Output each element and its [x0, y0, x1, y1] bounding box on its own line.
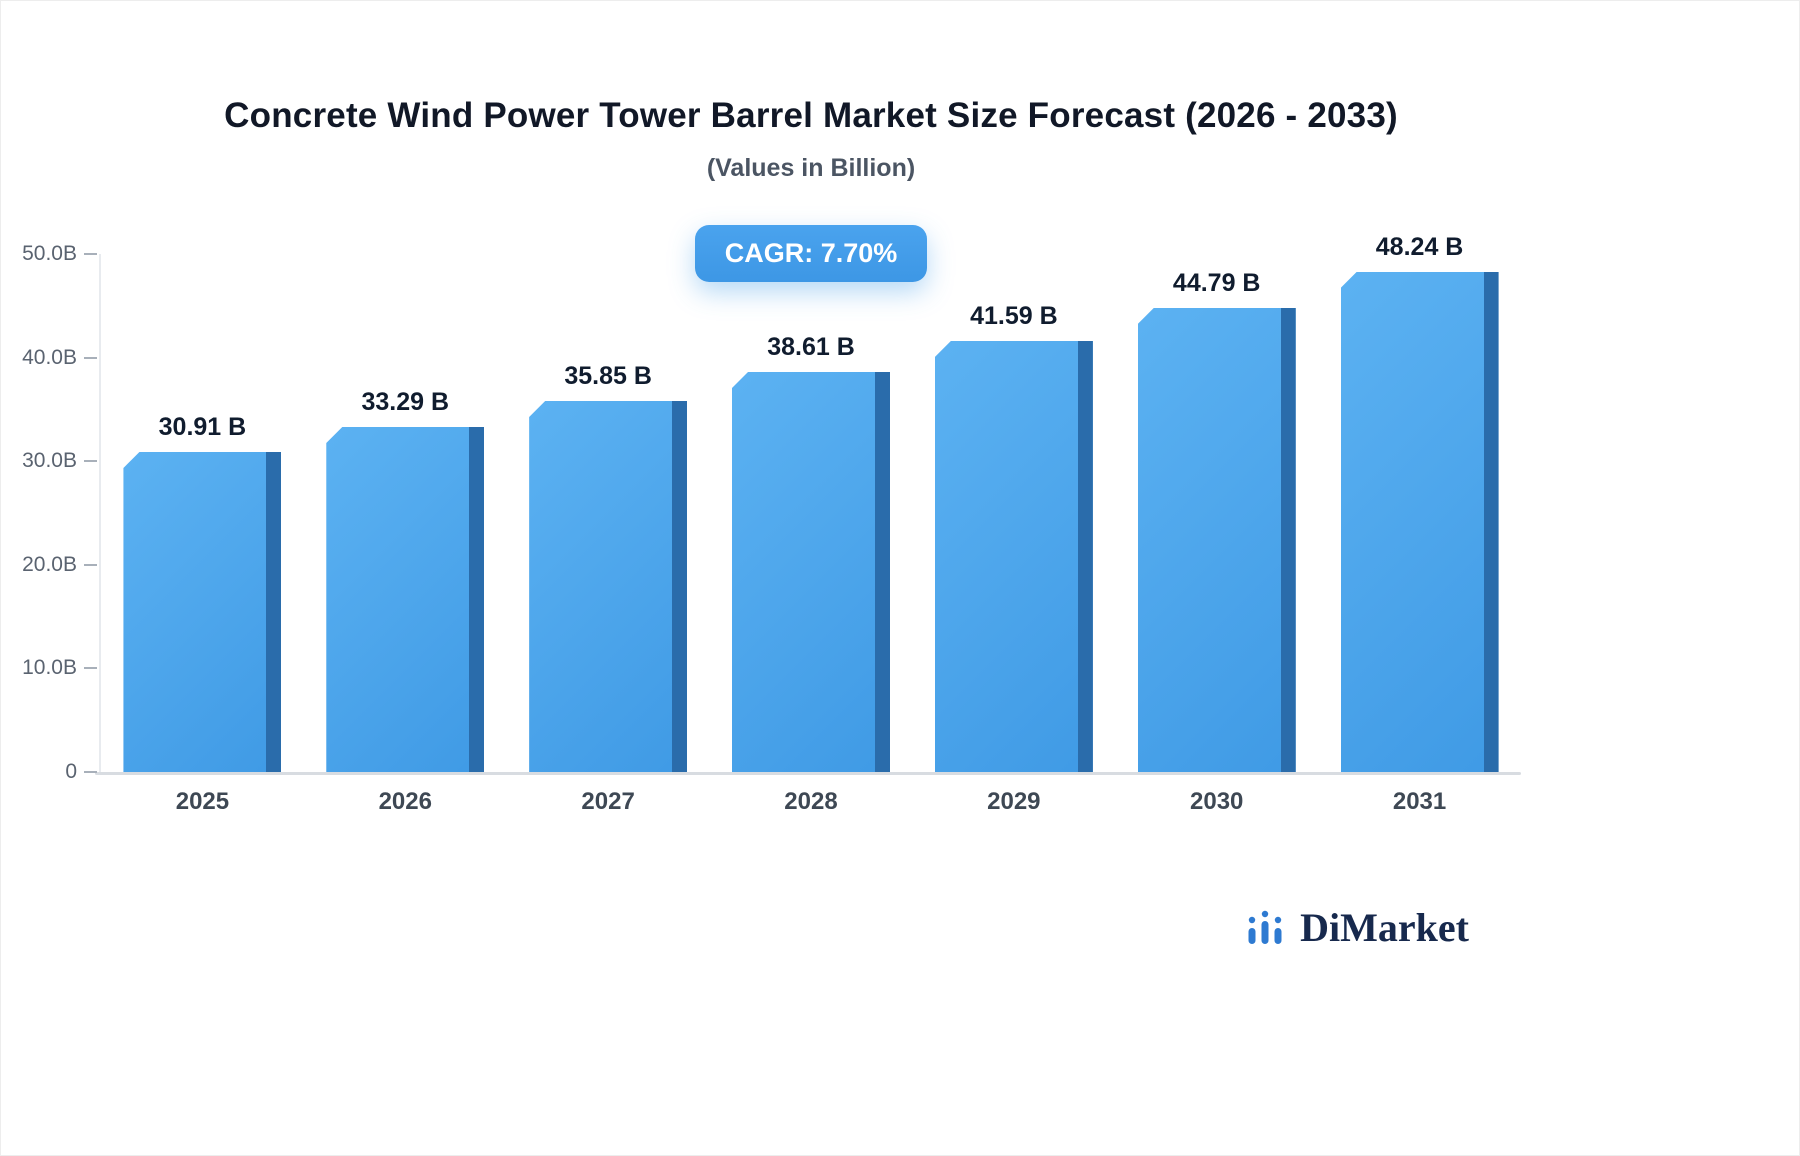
y-axis-tick-mark — [84, 356, 97, 359]
bar-group-2028: 38.61 B — [732, 333, 890, 772]
bar-value-label-2030: 44.79 B — [1172, 269, 1261, 297]
bar-2027 — [529, 401, 688, 772]
x-axis-category-label-2026: 2026 — [378, 788, 432, 815]
bar-2031 — [1340, 272, 1499, 772]
y-axis-tick-mark — [84, 667, 97, 670]
y-axis-tick-label: 40.0B — [22, 345, 77, 369]
dimarket-logo: DiMarket — [1244, 904, 1469, 951]
x-axis-category-label-2027: 2027 — [581, 788, 635, 815]
x-axis-category-label-2025: 2025 — [175, 788, 230, 815]
x-axis-line — [95, 772, 1521, 775]
plot-area: 0 10.0B 20.0B 30.0B 40.0B 50.0B 30.91 B 2025 33.… — [22, 233, 1521, 815]
dimarket-logo-icon — [1248, 910, 1282, 944]
bar-group-2030: 44.79 B — [1137, 269, 1296, 772]
cagr-badge-row: CAGR: 7.70% — [101, 225, 1521, 282]
y-axis-tick-label: 10.0B — [22, 656, 77, 680]
bar-group-2031: 48.24 B — [1340, 233, 1499, 772]
y-axis-tick-mark — [84, 563, 97, 566]
bar-2028 — [732, 372, 890, 772]
y-axis-tick-mark — [84, 460, 97, 463]
x-axis-category-label-2031: 2031 — [1392, 788, 1447, 815]
cagr-badge: CAGR: 7.70% — [694, 225, 928, 282]
y-axis-tick-mark — [84, 771, 97, 773]
bar-group-2027: 35.85 B — [529, 362, 688, 772]
bar-value-label-2026: 33.29 B — [361, 388, 450, 416]
bar-2026 — [326, 427, 485, 772]
chart-header: Concrete Wind Power Tower Barrel Market … — [101, 1, 1521, 183]
chart-subtitle: (Values in Billion) — [706, 154, 916, 182]
bar-value-label-2025: 30.91 B — [158, 413, 247, 441]
bar-value-label-2031: 48.24 B — [1375, 233, 1464, 261]
bar-2025 — [123, 452, 282, 772]
bar-value-label-2028: 38.61 B — [767, 333, 855, 361]
x-axis-category-label-2029: 2029 — [987, 788, 1041, 815]
bar-group-2026: 33.29 B — [326, 388, 485, 772]
bar-group-2029: 41.59 B — [934, 302, 1093, 772]
y-axis-tick-label: 0 — [65, 760, 77, 783]
x-axis-category-label-2028: 2028 — [784, 788, 838, 815]
y-axis-line — [99, 254, 101, 772]
dimarket-logo-text: DiMarket — [1300, 905, 1469, 950]
chart-title: Concrete Wind Power Tower Barrel Market … — [224, 96, 1398, 135]
y-axis-tick-label: 50.0B — [22, 242, 77, 265]
y-axis-tick-label: 20.0B — [22, 552, 77, 576]
bar-2029 — [934, 341, 1093, 772]
bar-value-label-2027: 35.85 B — [564, 362, 652, 390]
y-axis-tick-label: 30.0B — [22, 449, 77, 473]
y-axis-tick-mark — [84, 253, 97, 255]
x-axis-category-label-2030: 2030 — [1190, 788, 1244, 815]
bar-group-2025: 30.91 B — [123, 413, 282, 772]
bar-2030 — [1137, 308, 1296, 772]
bar-value-label-2029: 41.59 B — [970, 302, 1058, 330]
